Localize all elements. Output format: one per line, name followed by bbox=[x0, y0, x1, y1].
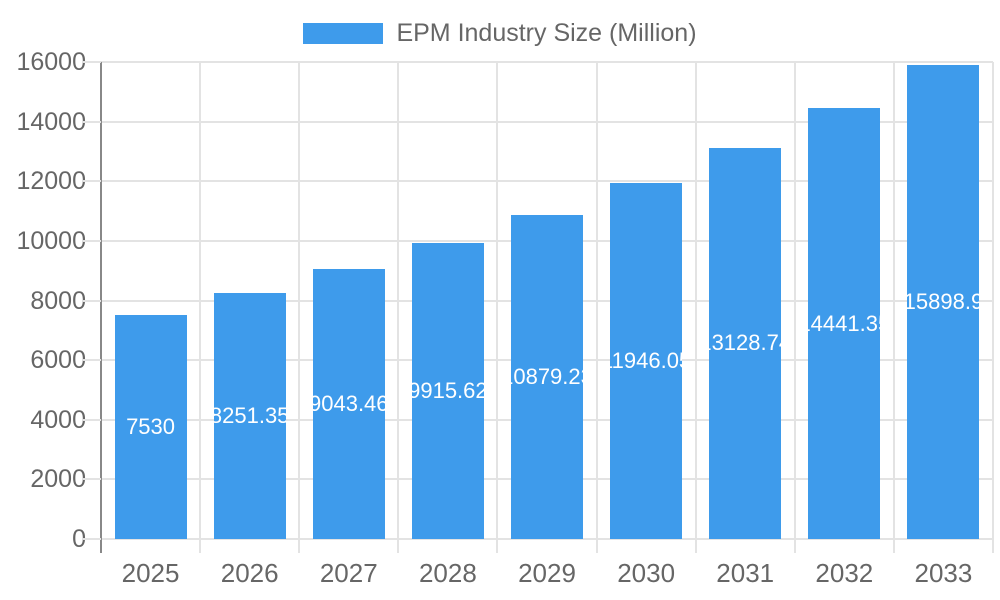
v-gridline bbox=[793, 62, 796, 539]
y-tick-label: 10000 bbox=[16, 226, 86, 255]
h-gridline bbox=[101, 61, 993, 63]
x-tick-label: 2026 bbox=[220, 558, 279, 588]
v-gridline bbox=[298, 62, 301, 539]
bar-value-label: 10879.23 bbox=[511, 363, 583, 389]
y-tick-mark bbox=[83, 418, 101, 421]
x-tick-mark bbox=[199, 539, 202, 553]
bar-value-label: 11946.05 bbox=[610, 347, 682, 373]
y-tick-label: 16000 bbox=[16, 48, 86, 76]
legend-label: EPM Industry Size (Million) bbox=[396, 18, 697, 47]
bar: 8251.35 bbox=[213, 293, 286, 539]
x-tick-label: 2029 bbox=[518, 558, 576, 588]
x-tick-mark bbox=[298, 539, 301, 553]
h-gridline bbox=[101, 180, 993, 183]
bar: 14441.35 bbox=[808, 108, 881, 539]
bar-value-label: 14441.35 bbox=[808, 310, 880, 336]
legend-item[interactable]: EPM Industry Size (Million) bbox=[0, 16, 1000, 50]
bar-value-label: 13128.74 bbox=[709, 330, 781, 356]
x-tick-label: 2033 bbox=[914, 558, 973, 588]
h-gridline bbox=[101, 538, 993, 540]
bar: 11946.05 bbox=[610, 182, 683, 539]
v-gridline bbox=[595, 62, 598, 539]
y-tick-label: 4000 bbox=[30, 405, 86, 434]
y-tick-mark bbox=[83, 120, 101, 123]
y-tick-mark bbox=[83, 538, 101, 540]
y-tick-label: 0 bbox=[72, 525, 86, 553]
x-tick-mark bbox=[694, 539, 697, 553]
x-tick-label: 2027 bbox=[319, 558, 378, 588]
v-gridline bbox=[397, 62, 400, 539]
y-tick-label: 8000 bbox=[30, 286, 86, 315]
bar: 7530 bbox=[114, 314, 187, 539]
bar: 9043.46 bbox=[312, 269, 385, 539]
x-tick-mark bbox=[397, 539, 400, 553]
x-tick-mark bbox=[595, 539, 598, 553]
bar: 10879.23 bbox=[511, 214, 583, 539]
y-tick-label: 14000 bbox=[16, 107, 86, 136]
y-tick-mark bbox=[83, 478, 101, 481]
y-tick-label: 12000 bbox=[16, 167, 86, 196]
bar: 9915.62 bbox=[411, 243, 484, 539]
bar-value-label: 8251.35 bbox=[213, 402, 286, 428]
v-gridline bbox=[892, 62, 895, 539]
h-gridline bbox=[101, 120, 993, 123]
v-gridline bbox=[694, 62, 697, 539]
x-tick-label: 2032 bbox=[815, 558, 874, 588]
y-tick-mark bbox=[83, 359, 101, 362]
x-tick-mark bbox=[496, 539, 499, 553]
y-tick-mark bbox=[83, 180, 101, 183]
x-tick-label: 2025 bbox=[121, 558, 180, 588]
y-tick-mark bbox=[83, 239, 101, 242]
plot-area: 7530 8251.35 9043.46 9915.62 10879.23 11946.0… bbox=[101, 61, 994, 553]
bar: 13128.74 bbox=[709, 147, 782, 539]
bar-value-label: 15898.9 bbox=[907, 288, 980, 314]
x-tick-mark bbox=[992, 539, 994, 553]
x-tick-label: 2028 bbox=[418, 558, 477, 588]
v-gridline bbox=[992, 62, 994, 539]
bar-value-label: 7530 bbox=[126, 413, 176, 439]
x-tick-label: 2030 bbox=[617, 558, 676, 588]
y-tick-mark bbox=[83, 299, 101, 302]
bar-value-label: 9043.46 bbox=[312, 391, 385, 417]
y-axis-line bbox=[100, 62, 102, 553]
legend-swatch bbox=[303, 22, 384, 44]
v-gridline bbox=[496, 62, 499, 539]
y-tick-label: 2000 bbox=[30, 465, 86, 494]
x-tick-mark bbox=[892, 539, 895, 553]
x-tick-mark bbox=[793, 539, 796, 553]
x-tick-label: 2031 bbox=[716, 558, 775, 588]
y-tick-mark bbox=[83, 61, 101, 63]
y-tick-label: 6000 bbox=[30, 346, 86, 375]
bar: 15898.9 bbox=[907, 65, 980, 539]
v-gridline bbox=[199, 62, 202, 539]
bar-value-label: 9915.62 bbox=[411, 378, 484, 404]
